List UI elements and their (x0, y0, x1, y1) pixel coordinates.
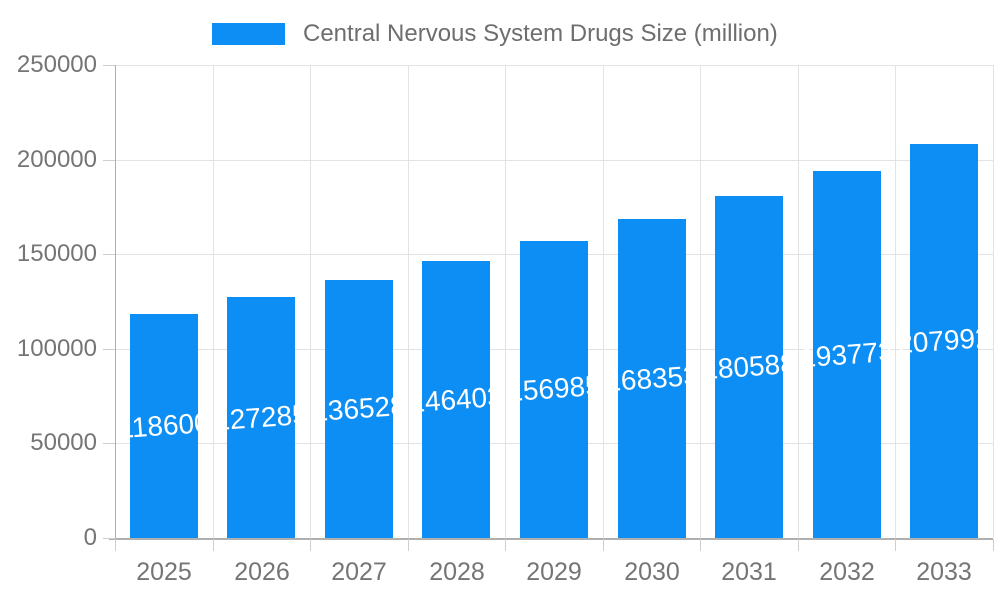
y-tick-mark (103, 443, 115, 444)
bar-value-label: 207992 (896, 321, 992, 360)
gridline-vertical (993, 65, 994, 538)
y-axis-tick-label: 250000 (16, 51, 97, 78)
x-tick-mark (408, 539, 409, 551)
gridline-vertical (603, 65, 604, 538)
bar-2029[interactable] (520, 241, 588, 538)
x-tick-mark (115, 539, 116, 551)
bar-2032[interactable] (813, 171, 881, 538)
gridline-horizontal (115, 65, 993, 66)
y-tick-mark (103, 349, 115, 350)
bar-2027[interactable] (325, 280, 393, 538)
bar-2026[interactable] (227, 297, 295, 538)
y-tick-mark (103, 538, 115, 539)
y-tick-mark (103, 160, 115, 161)
x-axis-tick-label: 2026 (234, 558, 290, 586)
y-tick-mark (103, 65, 115, 66)
gridline-vertical (408, 65, 409, 538)
y-axis-tick-label: 50000 (30, 429, 97, 456)
chart-title: Central Nervous System Drugs Size (milli… (303, 20, 778, 47)
x-tick-mark (993, 539, 994, 551)
y-axis-tick-label: 150000 (16, 240, 97, 267)
x-axis-tick-label: 2032 (819, 558, 875, 586)
y-axis-tick-label: 100000 (16, 335, 97, 362)
y-axis-tick-label: 0 (83, 524, 97, 551)
x-axis-tick-label: 2030 (624, 558, 680, 586)
x-tick-mark (895, 539, 896, 551)
gridline-vertical (505, 65, 506, 538)
x-axis-line (109, 538, 993, 540)
y-tick-mark (103, 254, 115, 255)
gridline-vertical (798, 65, 799, 538)
y-axis-tick-label: 200000 (16, 146, 97, 173)
bar-2025[interactable] (130, 314, 198, 538)
bar-2030[interactable] (618, 219, 686, 538)
bar-2031[interactable] (715, 196, 783, 538)
x-tick-mark (798, 539, 799, 551)
bar-2028[interactable] (422, 261, 490, 538)
gridline-horizontal (115, 160, 993, 161)
legend[interactable]: Central Nervous System Drugs Size (milli… (212, 21, 778, 47)
gridline-vertical (700, 65, 701, 538)
x-axis-tick-label: 2025 (136, 558, 192, 586)
x-tick-mark (213, 539, 214, 551)
gridline-vertical (895, 65, 896, 538)
x-axis-tick-label: 2027 (331, 558, 387, 586)
gridline-vertical (310, 65, 311, 538)
gridline-vertical (213, 65, 214, 538)
legend-swatch (212, 23, 285, 45)
x-tick-mark (603, 539, 604, 551)
x-axis-tick-label: 2033 (916, 558, 972, 586)
x-axis-tick-label: 2028 (429, 558, 485, 586)
x-tick-mark (310, 539, 311, 551)
x-tick-mark (505, 539, 506, 551)
bar-2033[interactable] (910, 144, 978, 538)
x-axis-tick-label: 2029 (526, 558, 582, 586)
x-tick-mark (700, 539, 701, 551)
y-axis-line (115, 65, 116, 539)
x-axis-tick-label: 2031 (721, 558, 777, 586)
